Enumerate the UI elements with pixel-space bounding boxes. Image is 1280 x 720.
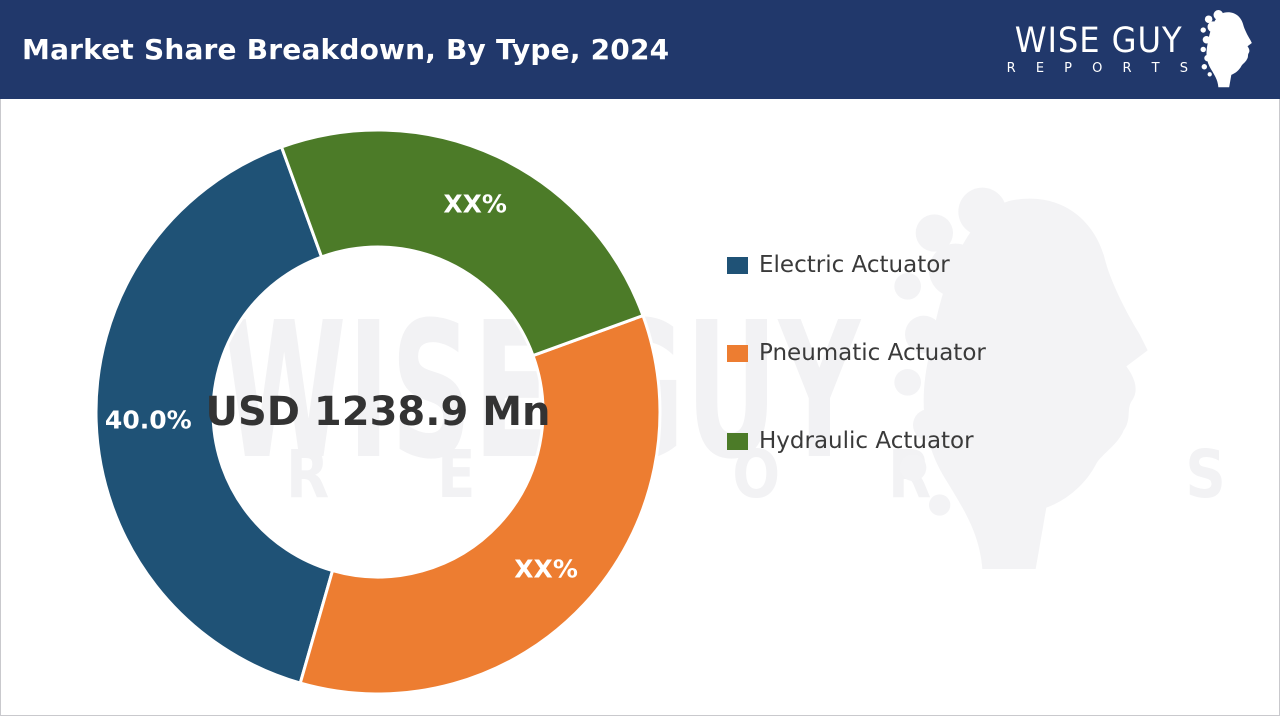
legend-item-hydraulic: Hydraulic Actuator <box>727 424 986 458</box>
slice-label: 40.0% <box>104 405 192 435</box>
wiseguy-logo: WISE GUY R E P O R T S <box>1001 9 1254 91</box>
logo-face-icon <box>1200 9 1252 87</box>
logo-wordmark: WISE GUY <box>1014 20 1183 61</box>
slice-label: XX% <box>443 189 507 219</box>
slice-label: XX% <box>514 554 578 584</box>
legend-item-electric: Electric Actuator <box>727 248 986 282</box>
legend-swatch-hydraulic <box>727 432 748 450</box>
header-bar: Market Share Breakdown, By Type, 2024 WI… <box>0 0 1280 99</box>
legend-item-pneumatic: Pneumatic Actuator <box>727 336 986 370</box>
legend: Electric Actuator Pneumatic Actuator Hyd… <box>727 248 986 512</box>
chart-title: Market Share Breakdown, By Type, 2024 <box>22 33 670 66</box>
logo-subtext: R E P O R T S <box>1006 60 1196 76</box>
legend-swatch-electric <box>727 256 748 274</box>
legend-swatch-pneumatic <box>727 344 748 362</box>
legend-label: Electric Actuator <box>759 252 950 278</box>
watermark-face-icon <box>894 187 1148 569</box>
legend-label: Hydraulic Actuator <box>759 428 974 454</box>
legend-label: Pneumatic Actuator <box>759 340 986 366</box>
donut-center-value: USD 1238.9 Mn <box>205 389 551 435</box>
